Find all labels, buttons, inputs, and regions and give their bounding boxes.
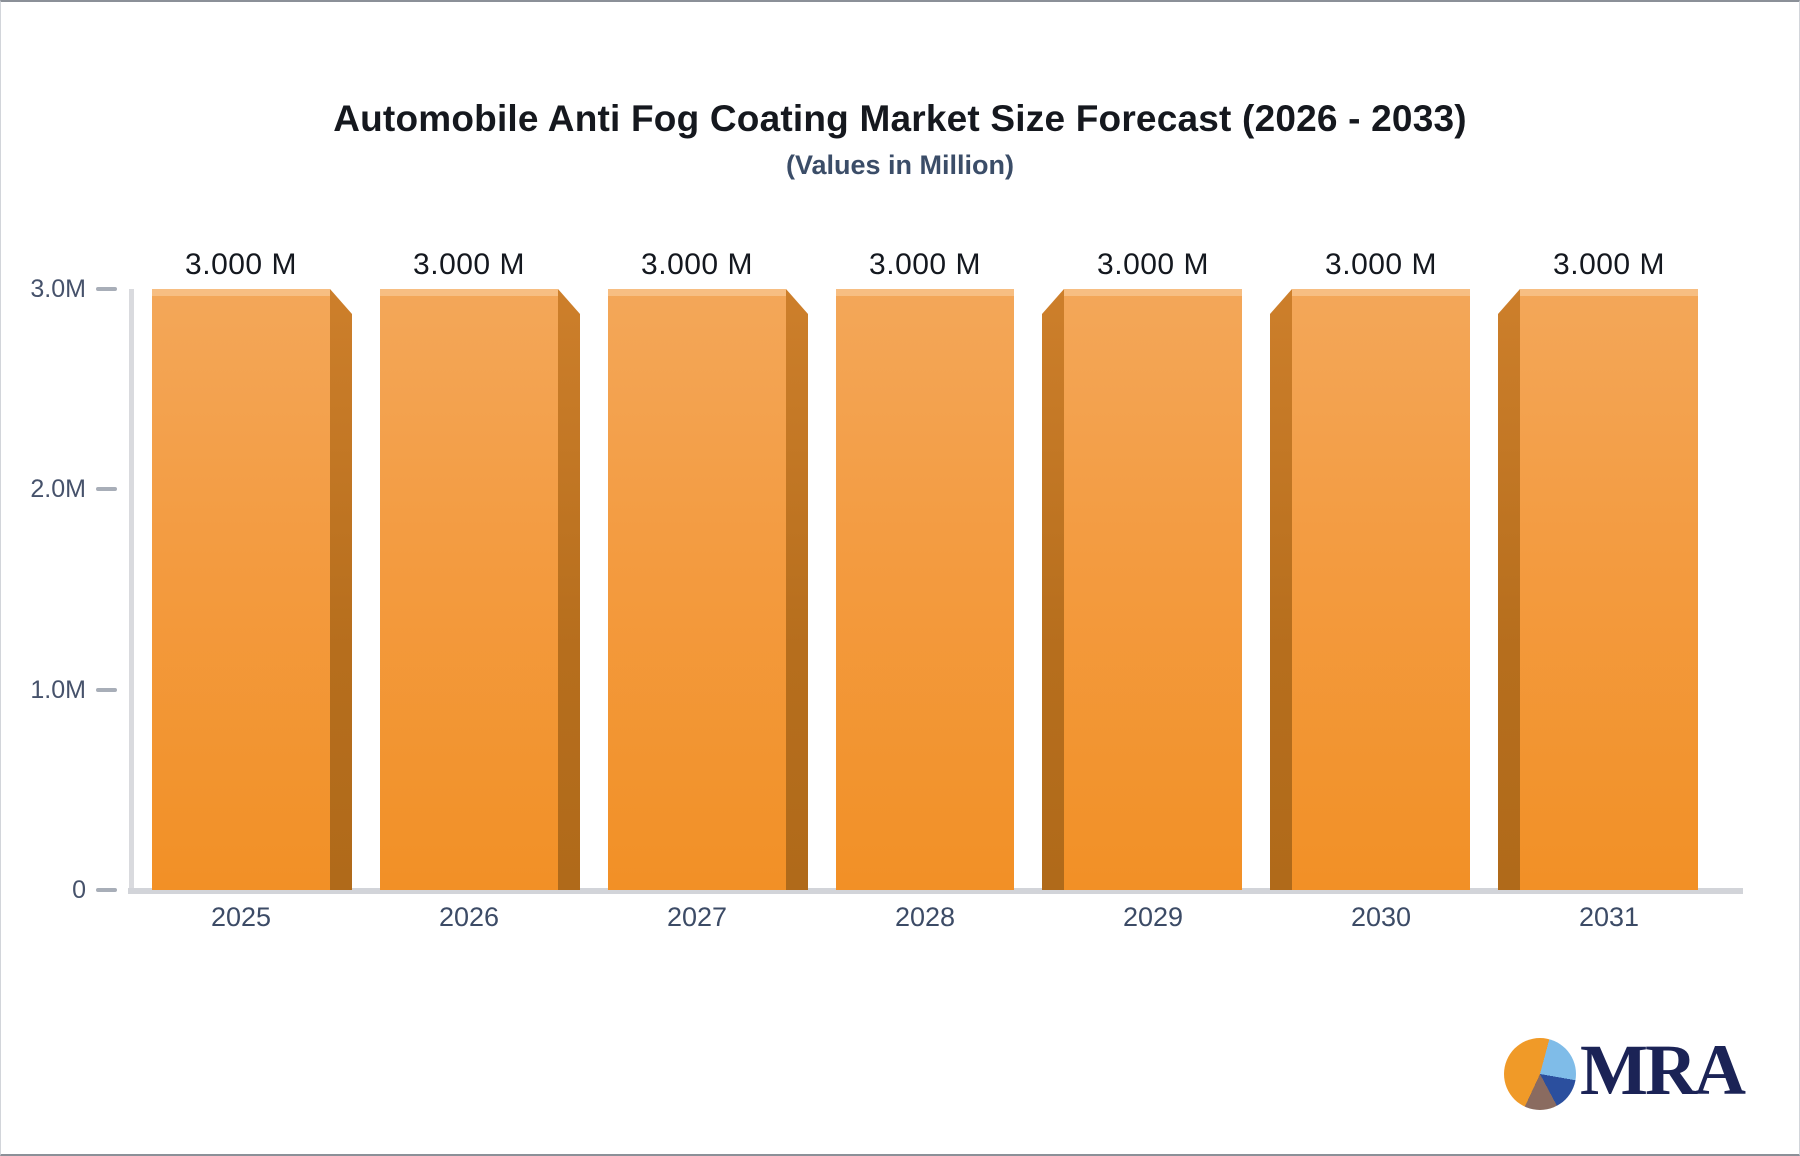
x-axis-label: 2029 — [1122, 902, 1184, 932]
y-tick-label: 2.0M — [30, 475, 86, 504]
bar-2026 — [380, 289, 580, 890]
bar-side-2030 — [1270, 289, 1292, 890]
x-axis-label: 2031 — [1578, 902, 1640, 932]
y-tick-mark — [96, 888, 117, 892]
chart-title: Automobile Anti Fog Coating Market Size … — [333, 98, 1467, 139]
bar-face-2029 — [1064, 289, 1242, 890]
y-tick-mark — [96, 687, 117, 692]
x-axis-baseline — [128, 888, 1743, 894]
y-tick-label: 0 — [72, 876, 86, 904]
y-tick-mark — [96, 287, 117, 291]
bar-2025 — [152, 289, 352, 890]
bar-value-label: 3.000 M — [869, 248, 981, 281]
x-axis-label: 2025 — [210, 902, 272, 932]
y-axis-line — [129, 289, 134, 890]
bar-value-label: 3.000 M — [1097, 248, 1209, 281]
y-tick-label: 1.0M — [30, 675, 86, 704]
bar-2028 — [836, 289, 1014, 890]
bar-side-2026 — [558, 289, 580, 890]
bar-2030 — [1270, 289, 1470, 890]
bar-value-label: 3.000 M — [413, 248, 525, 281]
logo-text: MRA — [1580, 1030, 1746, 1110]
bar-side-2031 — [1498, 289, 1520, 890]
y-tick-label: 3.0M — [30, 275, 86, 303]
chart-subtitle: (Values in Million) — [785, 150, 1015, 180]
bar-value-label: 3.000 M — [1325, 248, 1437, 281]
bar-side-2029 — [1042, 289, 1064, 890]
x-axis-label: 2026 — [438, 902, 500, 932]
bar-face-2028 — [836, 289, 1014, 890]
bar-value-label: 3.000 M — [185, 248, 297, 281]
bar-face-2030 — [1292, 289, 1470, 890]
mra-logo: MRA — [1504, 1034, 1746, 1110]
bar-value-label: 3.000 M — [641, 248, 753, 281]
x-axis-label: 2027 — [666, 902, 728, 932]
bar-face-2027 — [608, 289, 786, 890]
bar-face-2025 — [152, 289, 330, 890]
bar-side-2025 — [330, 289, 352, 890]
bar-face-2026 — [380, 289, 558, 890]
bar-2029 — [1042, 289, 1242, 890]
y-tick-mark — [96, 487, 117, 492]
bar-2031 — [1498, 289, 1698, 890]
x-axis-label: 2030 — [1350, 902, 1412, 932]
x-axis-label: 2028 — [894, 902, 956, 932]
bar-face-2031 — [1520, 289, 1698, 890]
bar-side-2027 — [786, 289, 808, 890]
bar-value-label: 3.000 M — [1553, 248, 1665, 281]
bar-2027 — [608, 289, 808, 890]
pie-chart-logo-icon — [1504, 1038, 1577, 1110]
